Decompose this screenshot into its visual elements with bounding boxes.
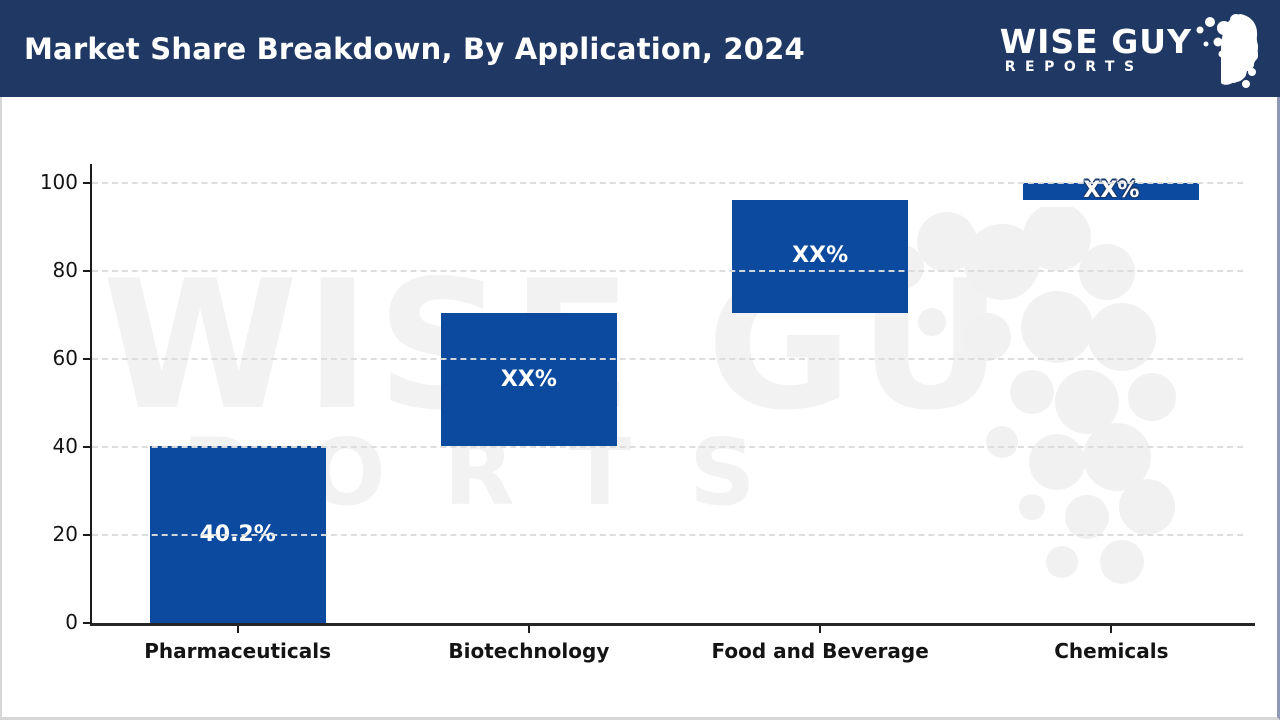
gridline-y80 <box>92 270 1243 272</box>
y-axis-tick <box>83 270 90 272</box>
header: Market Share Breakdown, By Application, … <box>0 0 1280 97</box>
y-axis-tick-label: 20 <box>52 522 78 546</box>
y-axis-tick <box>83 358 90 360</box>
bar-value-label: 40.2% <box>199 521 276 547</box>
x-axis-label-chemicals: Chemicals <box>1054 639 1169 663</box>
x-axis-label-pharmaceuticals: Pharmaceuticals <box>144 639 332 663</box>
y-axis-tick <box>83 446 90 448</box>
logo-text: WISE GUY REPORTS <box>999 21 1192 76</box>
y-axis-tick-label: 40 <box>52 434 78 458</box>
logo-face-icon <box>1196 14 1258 88</box>
watermark-face-icon <box>880 207 1176 584</box>
logo-subtext: REPORTS <box>1004 59 1144 76</box>
bar-chemicals: XX% <box>1023 178 1200 204</box>
x-axis-tick <box>236 626 239 633</box>
bar-biotechnology: XX% <box>440 313 617 447</box>
y-axis-tick <box>83 622 90 624</box>
x-axis-label-biotechnology: Biotechnology <box>448 639 610 663</box>
chart-region: WISE GU PORTS 0 20 40 60 80 100 40.2% Pharmaceu… <box>2 97 1277 716</box>
y-axis-tick-label: 0 <box>65 610 78 634</box>
wise-guy-reports-logo: WISE GUY REPORTS <box>1000 11 1258 89</box>
y-axis-tick <box>83 182 90 184</box>
gridline-y60 <box>92 358 1243 360</box>
y-axis-tick-label: 80 <box>52 258 78 282</box>
bar-pharmaceuticals: 40.2% <box>149 446 326 623</box>
plot-area: 0 20 40 60 80 100 40.2% Pharmaceuticals XX% Biote… <box>40 164 1255 663</box>
bar-value-label: XX% <box>1083 178 1140 204</box>
x-axis-label-food-and-beverage: Food and Beverage <box>711 639 929 663</box>
x-axis-tick <box>1110 626 1113 633</box>
x-axis-tick <box>819 626 822 633</box>
page-title: Market Share Breakdown, By Application, … <box>24 31 805 66</box>
bar-food-and-beverage: XX% <box>732 199 909 314</box>
y-axis-tick <box>83 534 90 536</box>
x-axis-tick <box>527 626 530 633</box>
bar-value-label: XX% <box>792 243 849 269</box>
y-axis-tick-label: 100 <box>39 170 78 194</box>
logo-wordmark: WISE GUY <box>999 21 1192 61</box>
y-axis-tick-label: 60 <box>52 346 78 370</box>
bar-value-label: XX% <box>500 366 557 392</box>
